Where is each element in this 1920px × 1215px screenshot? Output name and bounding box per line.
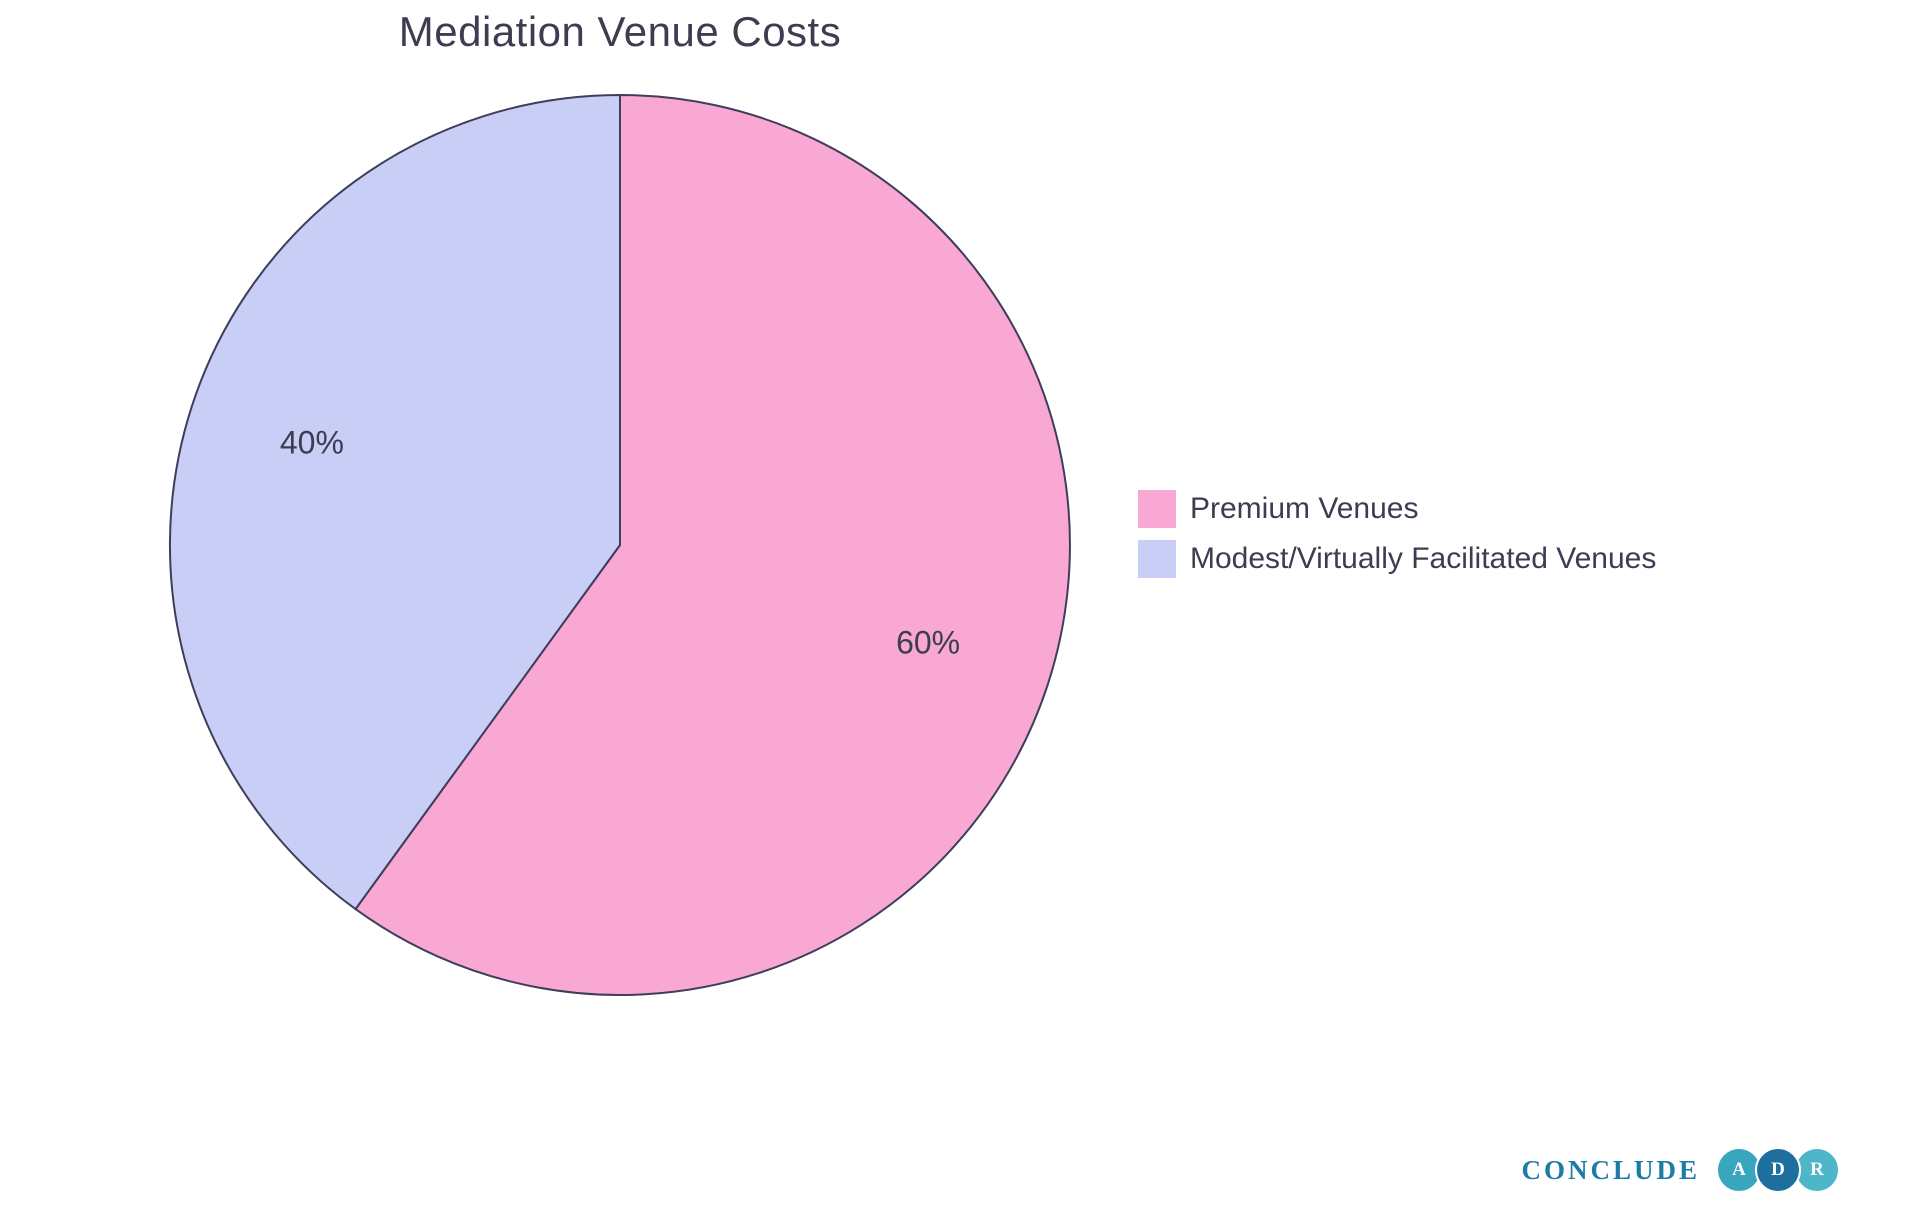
logo-badge-r: R bbox=[1794, 1147, 1840, 1193]
logo-badges: A D R bbox=[1716, 1147, 1840, 1193]
legend-swatch-modest bbox=[1138, 540, 1176, 578]
slice-percentage-label: 40% bbox=[280, 424, 344, 460]
legend-item-premium[interactable]: Premium Venues bbox=[1138, 490, 1656, 528]
legend: Premium Venues Modest/Virtually Facilita… bbox=[1138, 490, 1656, 578]
legend-swatch-premium bbox=[1138, 490, 1176, 528]
legend-label-premium: Premium Venues bbox=[1190, 492, 1419, 525]
chart-title: Mediation Venue Costs bbox=[398, 8, 842, 55]
pie-slice-1[interactable] bbox=[354, 93, 1071, 996]
slice-percentage-label: 60% bbox=[896, 625, 960, 661]
brand-logo: CONCLUDE A D R bbox=[1521, 1147, 1840, 1193]
legend-item-modest[interactable]: Modest/Virtually Facilitated Venues bbox=[1138, 540, 1656, 578]
legend-label-modest: Modest/Virtually Facilitated Venues bbox=[1190, 542, 1657, 575]
pie-slice-2[interactable] bbox=[168, 93, 621, 911]
logo-badge-d: D bbox=[1755, 1147, 1801, 1193]
brand-wordmark: CONCLUDE bbox=[1521, 1154, 1700, 1185]
